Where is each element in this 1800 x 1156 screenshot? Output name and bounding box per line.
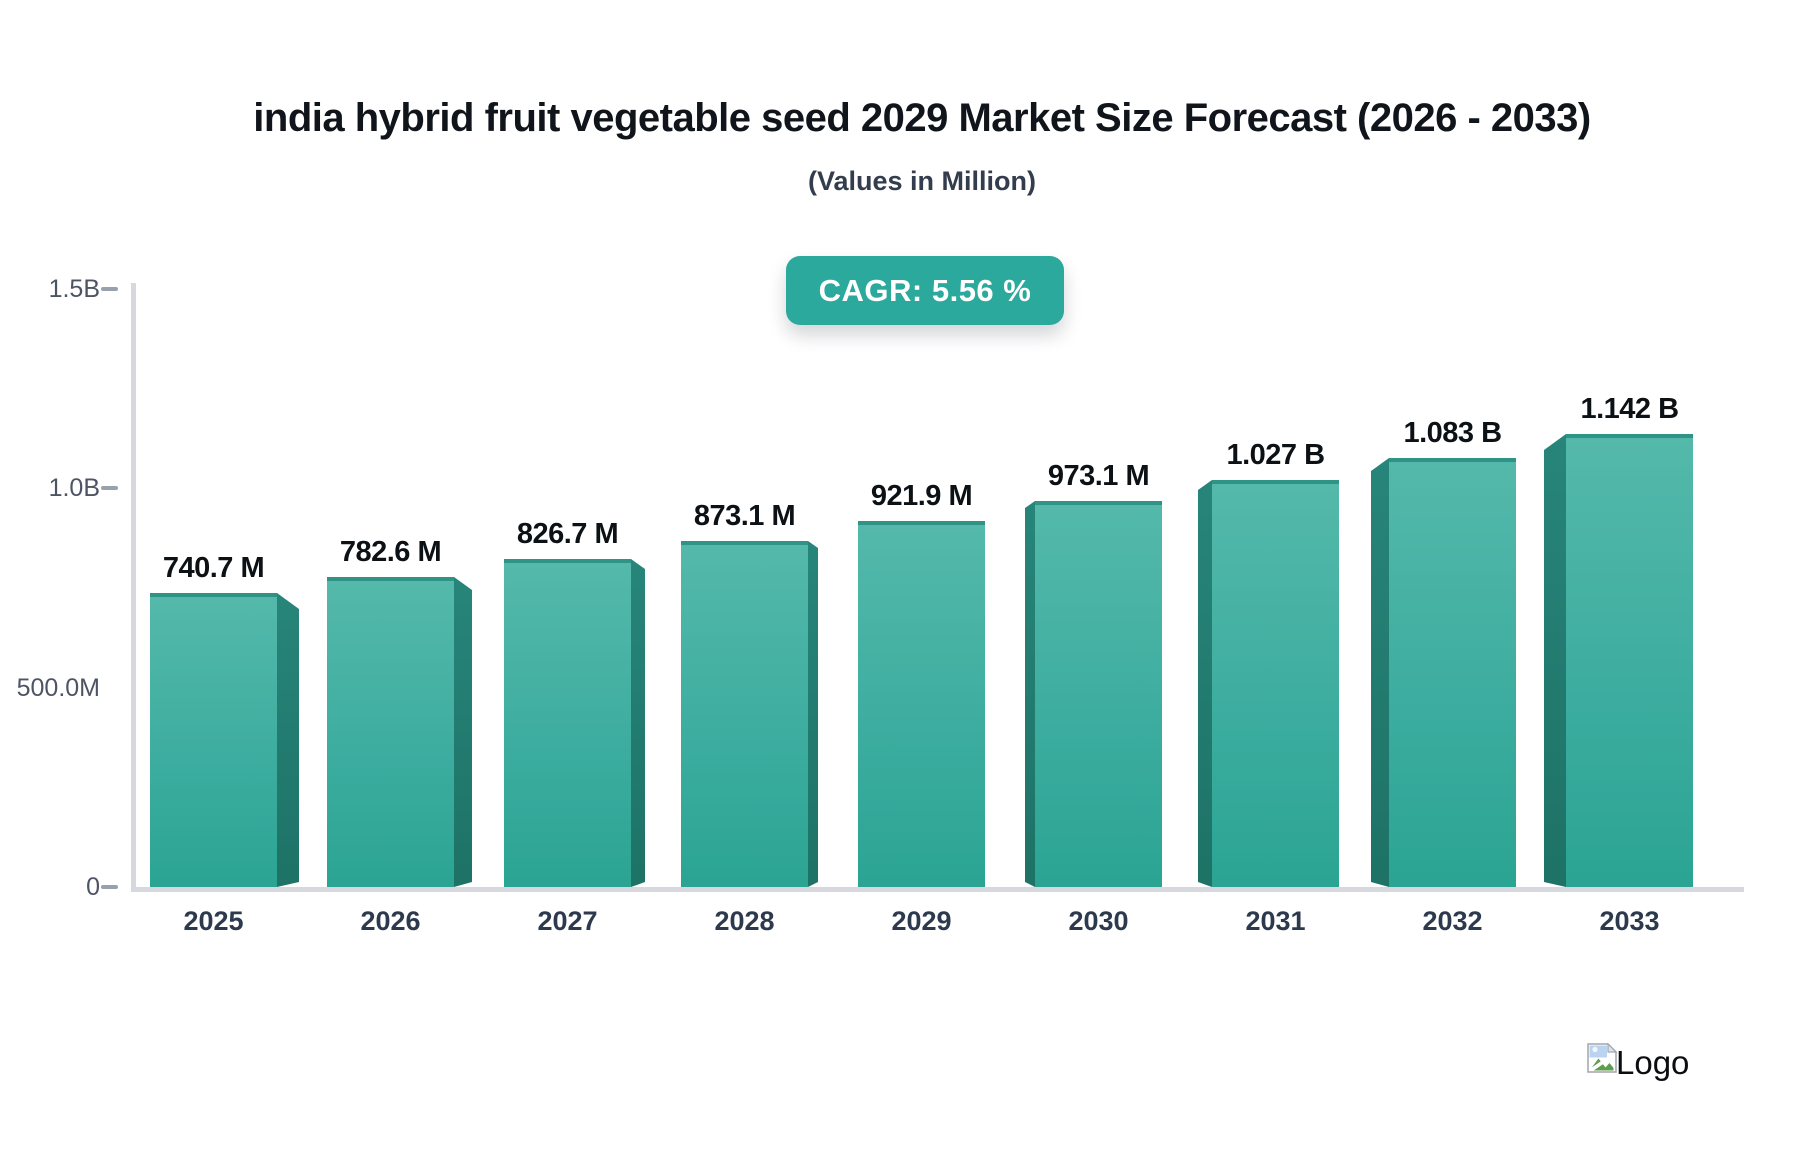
bar-2028[interactable]: 873.1 M 2028 — [681, 500, 818, 936]
bar-side-3d — [1025, 501, 1035, 887]
broken-image-icon — [1585, 1040, 1619, 1081]
bar-side-3d — [631, 559, 645, 887]
y-axis-tick — [101, 885, 118, 889]
bar-value-label: 826.7 M — [516, 518, 619, 550]
bar-face[interactable] — [858, 521, 985, 887]
bar-2030[interactable]: 973.1 M 2030 — [1025, 460, 1162, 936]
y-axis-label-0: 0 — [86, 873, 100, 901]
bar-2025[interactable]: 740.7 M 2025 — [150, 552, 299, 936]
bar-value-label: 1.142 B — [1580, 393, 1679, 425]
bar-value-label: 873.1 M — [693, 500, 796, 532]
cagr-badge-label: CAGR: 5.56 % — [818, 272, 1032, 308]
bar-value-label: 782.6 M — [339, 536, 442, 568]
chart-subtitle: (Values in Million) — [807, 166, 1037, 196]
bar-face[interactable] — [150, 593, 277, 887]
bar-value-label: 973.1 M — [1047, 460, 1150, 492]
bar-value-label: 740.7 M — [162, 552, 265, 584]
bar-face[interactable] — [681, 541, 808, 887]
x-axis-label-2030: 2030 — [1068, 906, 1129, 936]
bar-face[interactable] — [1566, 434, 1693, 887]
y-axis-label-1-0b: 1.0B — [48, 474, 100, 502]
x-axis-label-2026: 2026 — [360, 906, 421, 936]
chart-title: india hybrid fruit vegetable seed 2029 M… — [253, 96, 1591, 140]
bar-face[interactable] — [1035, 501, 1162, 887]
y-axis-line — [131, 283, 136, 892]
bar-face[interactable] — [1212, 480, 1339, 887]
bar-2026[interactable]: 782.6 M 2026 — [327, 536, 472, 936]
bar-face[interactable] — [504, 559, 631, 887]
bar-side-3d — [1544, 434, 1566, 887]
bar-value-label: 1.027 B — [1226, 439, 1325, 471]
x-axis-label-2029: 2029 — [891, 906, 952, 936]
x-axis-label-2033: 2033 — [1599, 906, 1660, 936]
x-axis-line — [131, 887, 1744, 892]
bar-value-label: 921.9 M — [870, 480, 973, 512]
y-axis-tick — [101, 287, 118, 291]
bar-2027[interactable]: 826.7 M 2027 — [504, 518, 645, 936]
x-axis-label-2028: 2028 — [714, 906, 775, 936]
bar-side-3d — [1371, 458, 1389, 887]
bar-face[interactable] — [327, 577, 454, 887]
bar-side-3d — [808, 541, 818, 887]
bar-side-3d — [277, 593, 299, 887]
x-axis-label-2027: 2027 — [537, 906, 598, 936]
bar-2029[interactable]: 921.9 M 2029 — [858, 480, 985, 936]
bar-2032[interactable]: 1.083 B 2032 — [1371, 417, 1516, 936]
x-axis-label-2025: 2025 — [183, 906, 244, 936]
plot-area: 740.7 M 2025 782.6 M 2026 826.7 M 2027 873.1 M… — [0, 283, 1800, 936]
bar-2031[interactable]: 1.027 B 2031 — [1198, 439, 1339, 936]
y-axis-label-500m: 500.0M — [16, 674, 100, 702]
y-axis-label-1-5b: 1.5B — [48, 275, 100, 303]
bar-face[interactable] — [1389, 458, 1516, 887]
x-axis-label-2032: 2032 — [1422, 906, 1483, 936]
bar-side-3d — [454, 577, 472, 887]
y-axis-tick — [101, 486, 118, 490]
bar-side-3d — [1198, 480, 1212, 887]
bar-2033[interactable]: 1.142 B 2033 — [1544, 393, 1693, 936]
logo: Logo — [1585, 1040, 1689, 1081]
logo-text: Logo — [1616, 1044, 1690, 1081]
cagr-badge: CAGR: 5.56 % — [786, 256, 1064, 325]
bar-value-label: 1.083 B — [1403, 417, 1502, 449]
x-axis-label-2031: 2031 — [1245, 906, 1306, 936]
